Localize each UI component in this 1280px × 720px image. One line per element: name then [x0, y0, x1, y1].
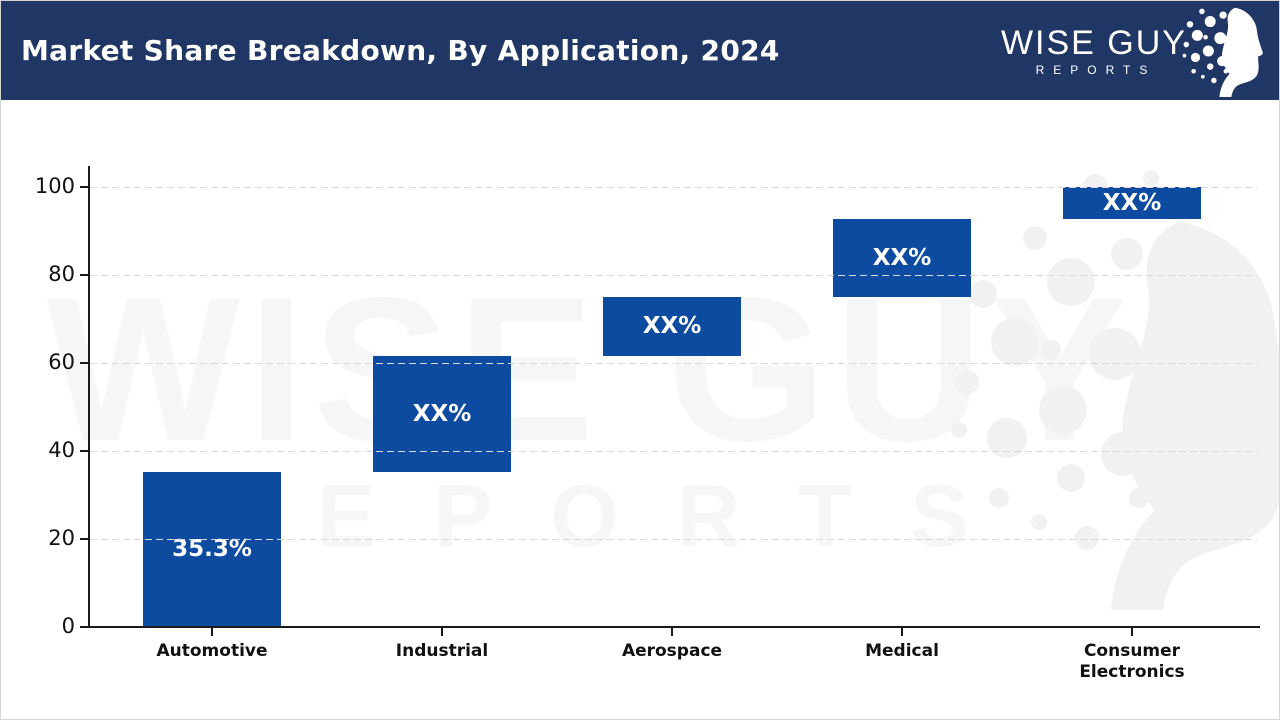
x-axis-category-label: Consumer Electronics [1079, 641, 1185, 682]
page-title: Market Share Breakdown, By Application, … [21, 34, 780, 67]
y-axis-tick [80, 450, 89, 452]
header-bar: Market Share Breakdown, By Application, … [1, 1, 1279, 100]
y-gridline [90, 363, 1257, 364]
y-axis-tick [80, 186, 89, 188]
x-axis-tick [441, 628, 443, 636]
y-axis-tick-label: 80 [48, 262, 75, 286]
y-axis-tick-label: 40 [48, 438, 75, 462]
y-axis-tick-label: 100 [34, 174, 75, 198]
y-axis-line [88, 166, 90, 628]
y-gridline [90, 451, 1257, 452]
brand-logo: WISE GUY REPORTS [1001, 5, 1267, 97]
x-axis-category-label: Medical [865, 641, 939, 661]
y-axis-tick-label: 20 [48, 526, 75, 550]
bar-value-label: XX% [412, 400, 472, 427]
y-axis-tick [80, 538, 89, 540]
chart-canvas: WISE GUY REPORTS 02040608010035.3%XX%XX%… [1, 100, 1279, 719]
x-axis-category-label: Automotive [156, 641, 268, 661]
x-axis-category-label: Industrial [395, 641, 489, 661]
y-gridline [90, 187, 1257, 188]
logo-head-icon [1182, 7, 1263, 97]
y-axis-tick [80, 274, 89, 276]
y-axis-tick-label: 0 [61, 614, 75, 638]
x-axis-tick [671, 628, 673, 636]
x-axis-tick [901, 628, 903, 636]
x-axis-tick [1131, 628, 1133, 636]
bar-value-label: XX% [642, 313, 702, 340]
bar-value-label: 35.3% [172, 536, 252, 563]
x-axis-category-label: Aerospace [621, 641, 723, 661]
y-axis-tick [80, 362, 89, 364]
brand-logo-text: WISE GUY REPORTS [1001, 25, 1187, 77]
y-axis-tick [80, 626, 89, 628]
bar-aerospace: XX% [603, 297, 741, 356]
bar-industrial: XX% [373, 355, 511, 472]
x-axis-tick [211, 628, 213, 636]
watermark-wordmark: WISE GUY [1, 267, 1181, 472]
bar-value-label: XX% [1102, 190, 1162, 217]
bar-consumer-electronics: XX% [1063, 187, 1201, 220]
y-gridline [90, 539, 1257, 540]
y-axis-tick-label: 60 [48, 350, 75, 374]
logo-wordmark: WISE GUY [1000, 23, 1187, 62]
y-gridline [90, 275, 1257, 276]
bar-value-label: XX% [872, 245, 932, 272]
bar-automotive: 35.3% [143, 471, 281, 627]
bar-medical: XX% [833, 219, 971, 297]
x-axis-line [80, 626, 1260, 628]
logo-subtitle: REPORTS [1035, 62, 1157, 77]
